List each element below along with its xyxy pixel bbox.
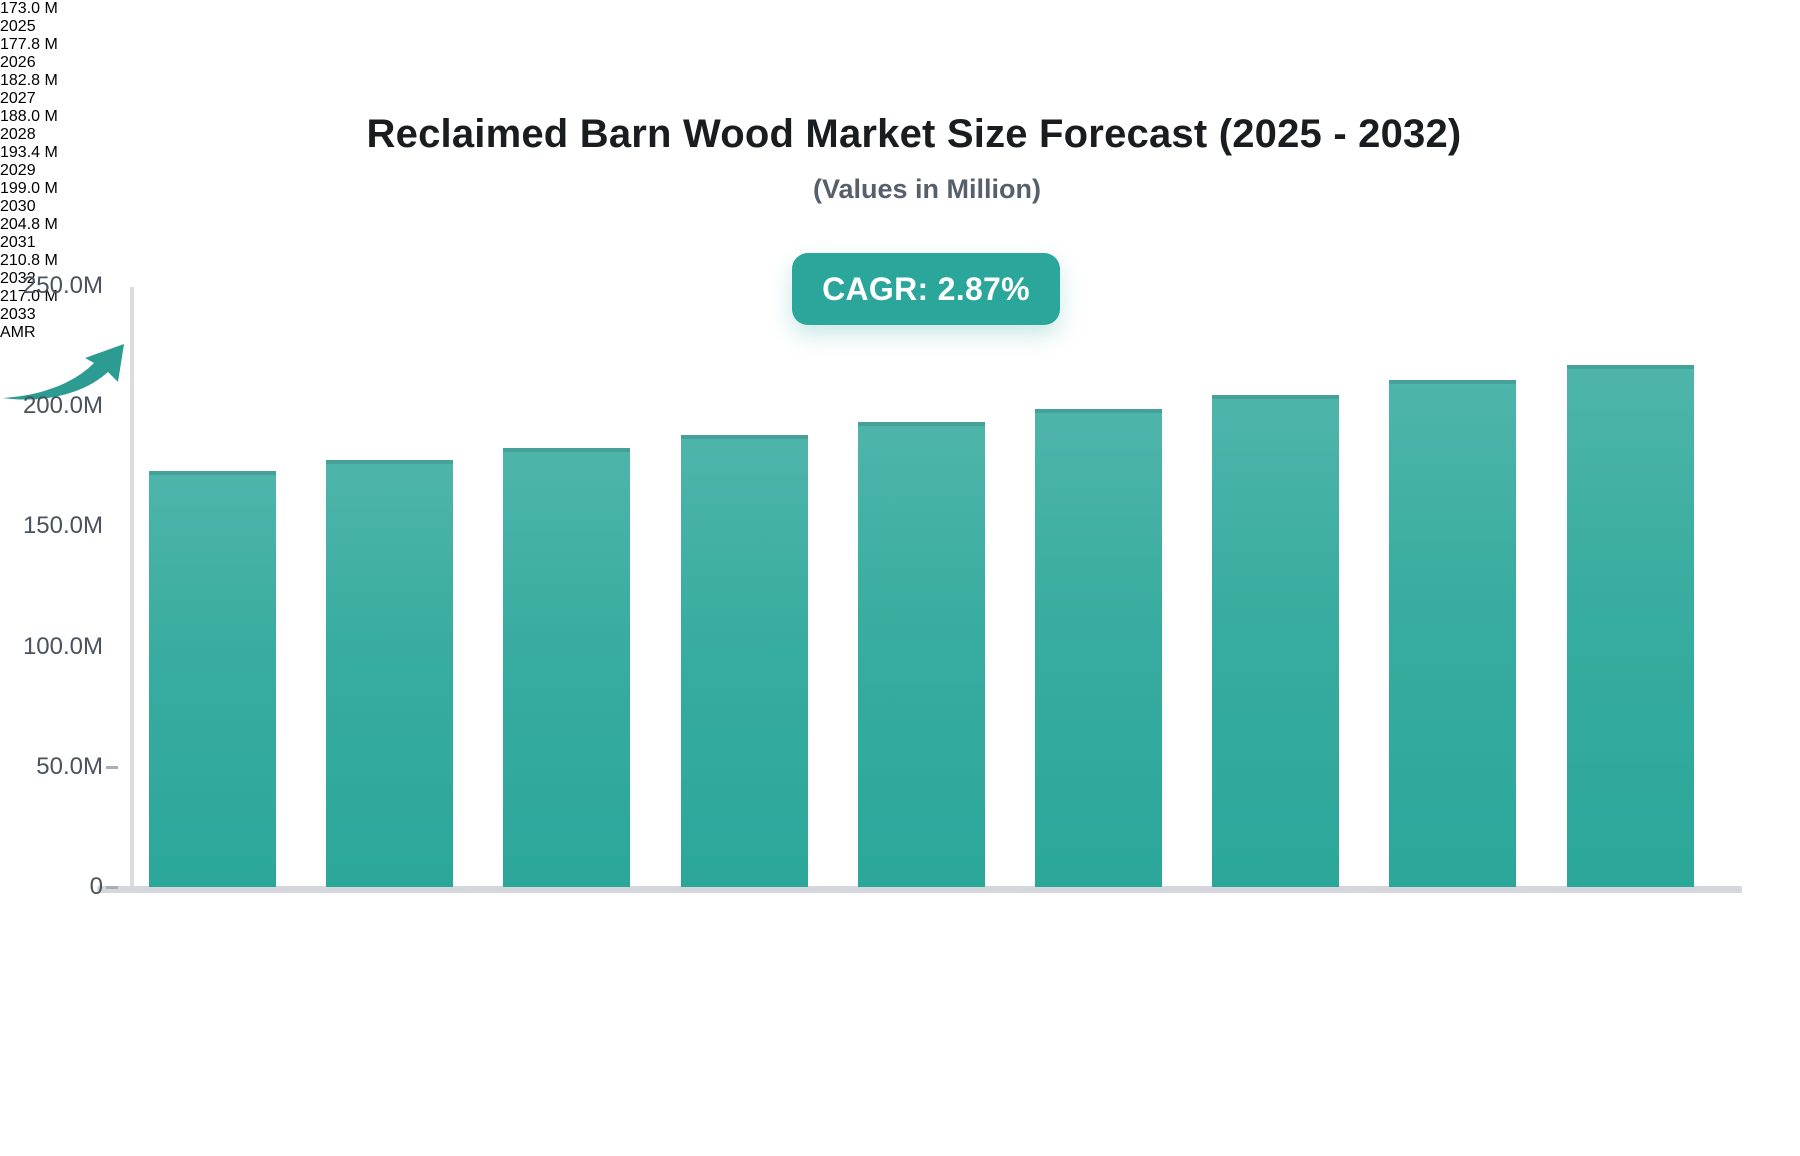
bar-2025 (149, 471, 276, 887)
bar-chart-plot-area: 250.0M 200.0M 150.0M 100.0M 50.0M 0 173.0 M 202… (0, 0, 1800, 900)
bar-2026 (326, 460, 453, 887)
y-axis-label-150.0M: 150.0M (22, 512, 103, 540)
y-axis-label-0: 0 (89, 873, 103, 900)
bar-value-label-2033: 217.0 M (0, 288, 58, 305)
x-axis-label-2031: 2031 (0, 234, 36, 251)
y-axis-label-100.0M: 100.0M (22, 632, 103, 660)
bar-value-label-2028: 188.0 M (0, 108, 58, 125)
bar-side-2029 (985, 422, 994, 887)
bar-2027 (503, 448, 630, 887)
bar-value-label-2026: 177.8 M (0, 36, 58, 53)
chart-subtitle: (Values in Million) (812, 174, 1042, 204)
cagr-badge-label: CAGR: 2.87% (822, 270, 1030, 307)
y-axis-label-50.0M: 50.0M (36, 752, 103, 780)
amr-logo: AMR (0, 324, 1800, 409)
bar-side-2032 (1371, 380, 1389, 887)
bar-2031 (1212, 395, 1339, 887)
y-axis-tick (106, 765, 118, 769)
x-axis-label-2026: 2026 (0, 54, 36, 71)
bar-side-2031 (1197, 395, 1212, 887)
bar-2029 (858, 422, 985, 887)
bar-side-2025 (276, 471, 298, 887)
bar-2032 (1389, 380, 1516, 887)
y-axis-label-250.0M: 250.0M (22, 272, 103, 299)
bar-value-label-2029: 193.4 M (0, 144, 58, 161)
bar-value-label-2031: 204.8 M (0, 216, 58, 233)
bar-2030 (1035, 409, 1162, 887)
cagr-badge: CAGR: 2.87% (792, 253, 1060, 325)
bar-side-2033 (1545, 365, 1567, 887)
bar-value-label-2027: 182.8 M (0, 72, 58, 89)
x-axis-label-2033: 2033 (0, 306, 36, 323)
bar-2033 (1567, 365, 1694, 887)
y-axis-tick (106, 886, 118, 889)
x-axis-label-2029: 2029 (0, 162, 36, 179)
bar-value-label-2030: 199.0 M (0, 180, 58, 197)
y-axis-line (130, 287, 134, 888)
bar-value-label-2025: 173.0 M (0, 0, 58, 17)
growth-arrow-icon (2, 344, 124, 400)
bar-value-label-2032: 210.8 M (0, 252, 58, 269)
bar-side-2028 (808, 435, 819, 887)
x-axis-label-2030: 2030 (0, 198, 36, 215)
amr-logo-text: AMR (0, 324, 36, 341)
bar-2028 (681, 435, 808, 887)
x-axis-label-2028: 2028 (0, 126, 36, 143)
bar-side-2026 (453, 460, 471, 887)
chart-title: Reclaimed Barn Wood Market Size Forecast… (366, 112, 1462, 156)
x-axis-label-2032: 2032 (0, 270, 36, 287)
y-axis-label-200.0M: 200.0M (22, 392, 103, 420)
bar-side-2030 (1024, 409, 1035, 887)
x-axis-baseline (97, 886, 1742, 893)
x-axis-label-2025: 2025 (0, 18, 36, 35)
bar-side-2027 (630, 448, 645, 887)
x-axis-label-2027: 2027 (0, 90, 36, 107)
